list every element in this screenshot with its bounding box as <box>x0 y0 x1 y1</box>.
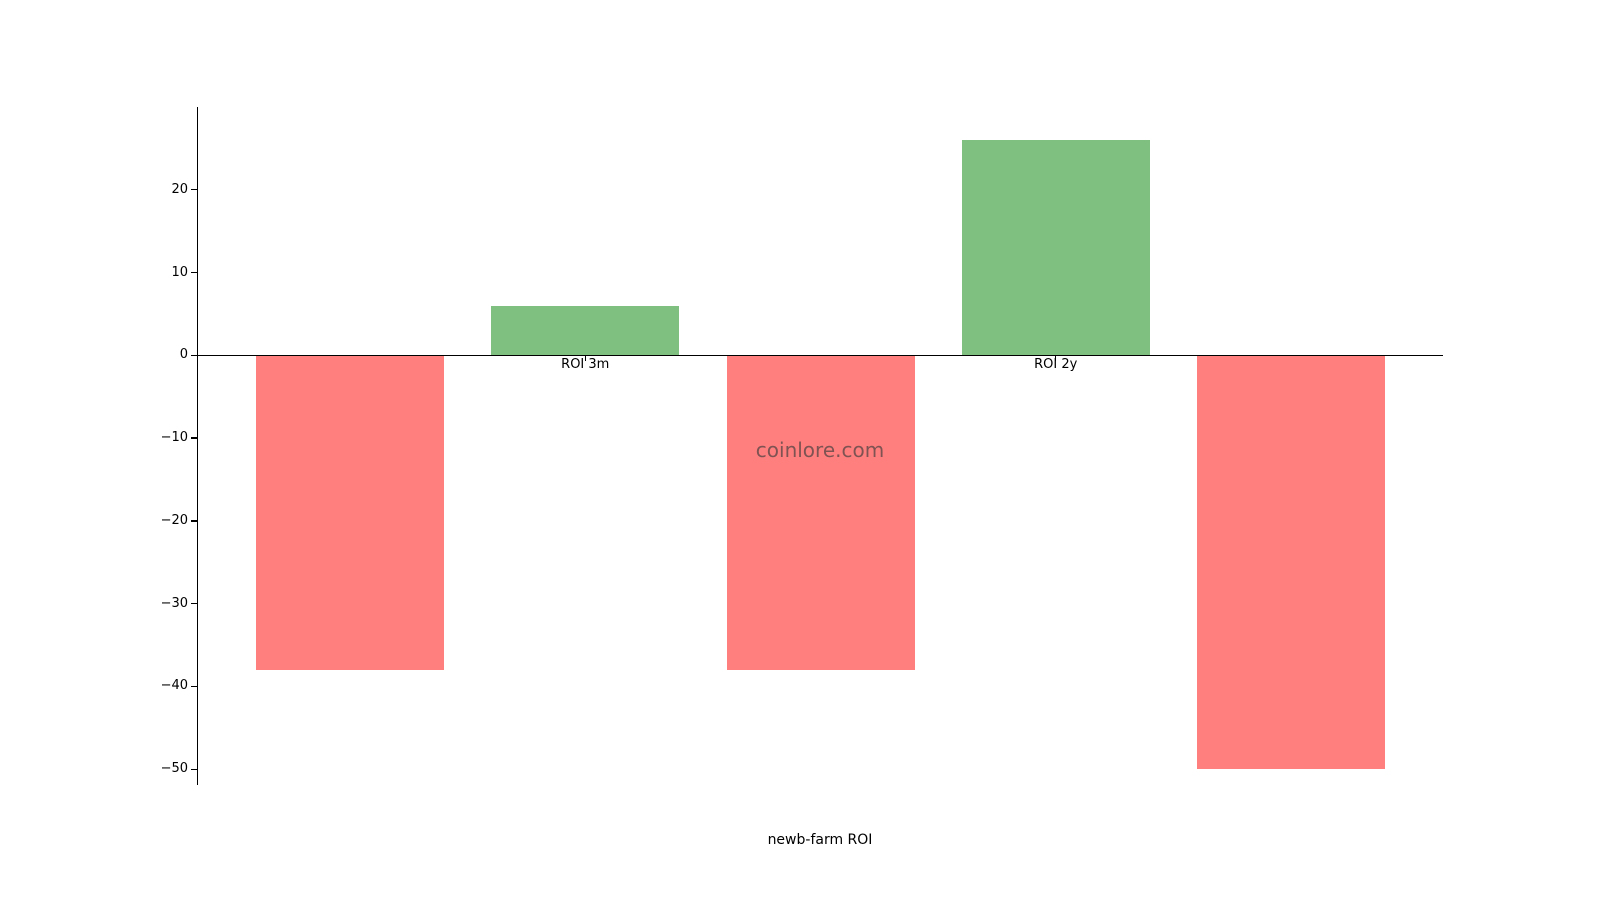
y-tick-mark <box>190 354 197 357</box>
x-tick-label: ROI 2y <box>1034 357 1078 373</box>
y-tick-label: 20 <box>171 181 188 197</box>
y-axis-line <box>196 107 198 785</box>
y-tick-mark <box>190 685 197 688</box>
y-tick-mark <box>190 768 197 770</box>
y-tick-mark <box>190 189 197 191</box>
y-tick-label: −20 <box>160 512 188 528</box>
bar-negative <box>726 355 915 670</box>
y-tick-mark <box>190 520 197 522</box>
y-tick-mark <box>190 437 197 439</box>
y-tick-label: −50 <box>160 761 188 777</box>
x-axis-title: newb-farm ROI <box>767 832 873 848</box>
bar-positive <box>961 140 1150 356</box>
y-tick-label: −40 <box>160 678 188 694</box>
y-tick-mark <box>190 603 197 605</box>
bar-positive <box>491 305 680 356</box>
watermark: coinlore.com <box>755 438 885 462</box>
y-tick-label: −30 <box>160 595 188 611</box>
x-tick-mark <box>1055 355 1057 362</box>
x-tick-label: ROI 3m <box>561 357 610 373</box>
y-tick-label: −10 <box>160 430 188 446</box>
y-tick-mark <box>190 271 197 274</box>
y-tick-label: 10 <box>171 264 188 280</box>
x-tick-mark <box>584 355 586 362</box>
x-axis-line <box>198 354 1443 357</box>
bar-negative <box>256 355 444 670</box>
y-tick-label: 0 <box>179 347 188 363</box>
bar-negative <box>1197 355 1385 770</box>
